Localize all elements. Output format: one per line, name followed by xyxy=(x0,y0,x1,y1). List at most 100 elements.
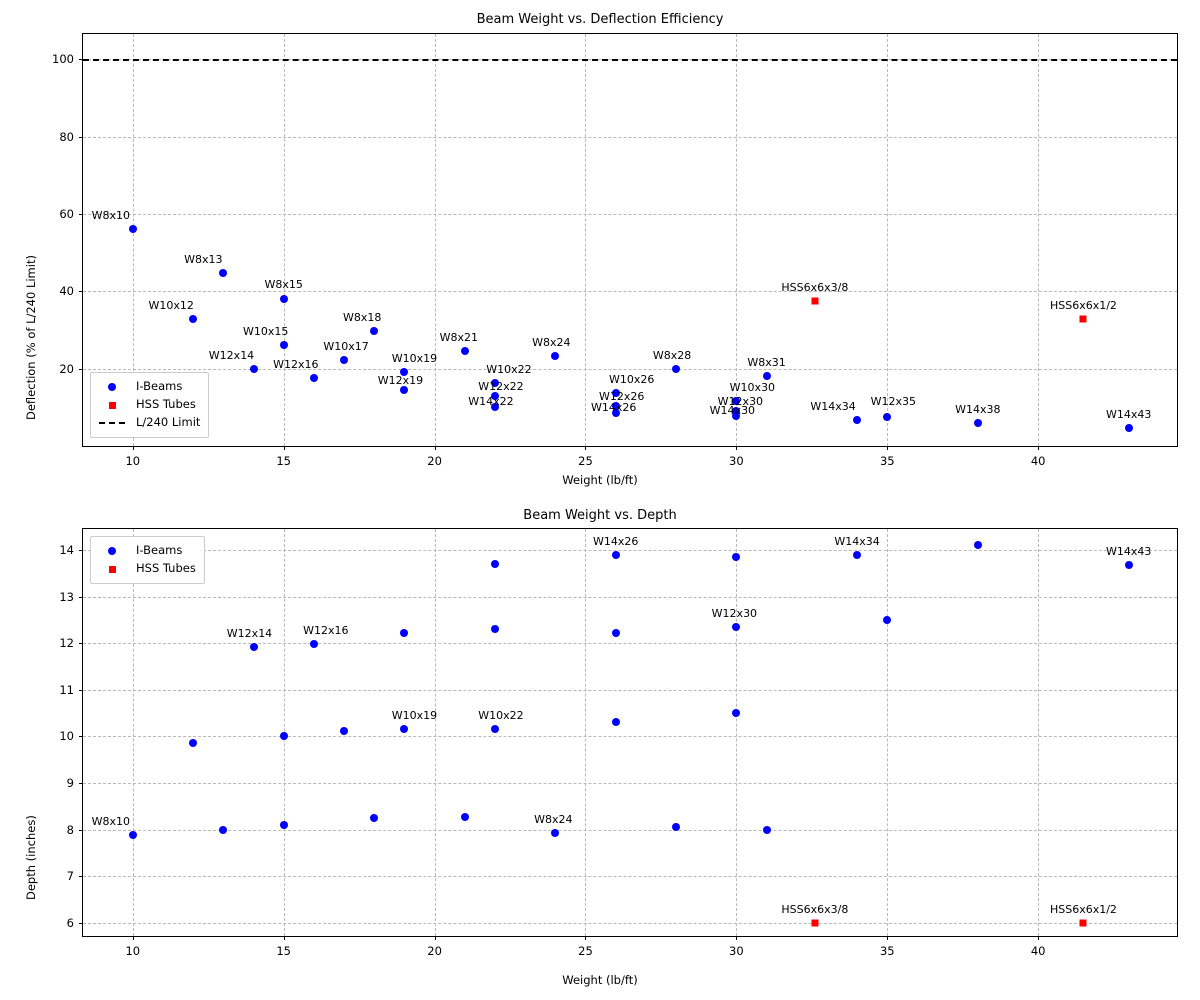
data-point-label: W8x10 xyxy=(91,209,130,223)
data-point[interactable] xyxy=(672,822,681,831)
data-point[interactable] xyxy=(340,727,349,736)
data-point[interactable] xyxy=(490,378,499,387)
data-point[interactable] xyxy=(1079,919,1087,927)
data-point[interactable] xyxy=(853,416,862,425)
data-point[interactable] xyxy=(611,628,620,637)
data-point[interactable] xyxy=(128,225,137,234)
data-point[interactable] xyxy=(672,364,681,373)
legend-item[interactable]: I-Beams xyxy=(97,378,200,396)
y-tick-mark xyxy=(79,643,83,645)
data-point-label: W12x16 xyxy=(273,357,319,371)
y-gridline xyxy=(83,596,1177,598)
data-point-label: W8x18 xyxy=(343,310,382,324)
y-gridline xyxy=(83,643,1177,645)
data-point[interactable] xyxy=(490,402,499,411)
data-point[interactable] xyxy=(732,553,741,562)
data-point[interactable] xyxy=(400,386,409,395)
data-point[interactable] xyxy=(400,629,409,638)
data-point-label: W12x16 xyxy=(303,623,349,637)
data-point-label: W14x43 xyxy=(1106,408,1152,422)
data-point[interactable] xyxy=(279,340,288,349)
data-point[interactable] xyxy=(611,389,620,398)
data-point[interactable] xyxy=(551,828,560,837)
legend-item-label: I-Beams xyxy=(136,543,183,558)
data-point[interactable] xyxy=(249,364,258,373)
data-point[interactable] xyxy=(883,412,892,421)
data-point[interactable] xyxy=(279,294,288,303)
x-tick-mark xyxy=(736,446,738,450)
data-point-label: W14x38 xyxy=(955,402,1001,416)
data-point-label: W14x34 xyxy=(810,400,856,414)
data-point[interactable] xyxy=(309,639,318,648)
y-tick-label: 100 xyxy=(52,52,74,67)
legend-item[interactable]: HSS Tubes xyxy=(97,560,196,578)
data-point[interactable] xyxy=(732,407,741,416)
data-point[interactable] xyxy=(853,550,862,559)
data-point[interactable] xyxy=(732,623,741,632)
data-point[interactable] xyxy=(128,830,137,839)
data-point[interactable] xyxy=(400,368,409,377)
data-point[interactable] xyxy=(732,709,741,718)
y-tick-mark xyxy=(79,829,83,831)
y-tick-mark xyxy=(79,922,83,924)
data-point[interactable] xyxy=(370,326,379,335)
data-point[interactable] xyxy=(219,268,228,277)
data-point[interactable] xyxy=(811,297,819,305)
data-point-label: W14x26 xyxy=(592,535,639,548)
x-tick-mark xyxy=(283,936,285,940)
data-point[interactable] xyxy=(490,392,499,401)
data-point-label: W10x19 xyxy=(391,708,438,722)
y-tick-mark xyxy=(79,549,83,551)
y-tick-mark xyxy=(79,213,83,215)
data-point[interactable] xyxy=(762,825,771,834)
y-tick-label: 10 xyxy=(59,729,74,744)
data-point[interactable] xyxy=(883,615,892,624)
data-point[interactable] xyxy=(189,315,198,324)
data-point[interactable] xyxy=(249,643,258,652)
data-point[interactable] xyxy=(460,346,469,355)
legend-item[interactable]: I-Beams xyxy=(97,542,196,560)
data-point[interactable] xyxy=(340,356,349,365)
data-point[interactable] xyxy=(611,408,620,417)
x-tick-label: 10 xyxy=(125,944,141,958)
dashed-line-icon xyxy=(97,422,127,424)
chart-title-deflection: Beam Weight vs. Deflection Efficiency xyxy=(476,12,724,27)
data-point[interactable] xyxy=(1124,424,1133,433)
x-tick-mark xyxy=(434,936,436,940)
data-point-label: W8x21 xyxy=(439,330,478,344)
data-point[interactable] xyxy=(189,738,198,747)
x-tick-mark xyxy=(585,936,587,940)
data-point[interactable] xyxy=(219,826,228,835)
data-point[interactable] xyxy=(370,813,379,822)
data-point-label: W14x34 xyxy=(834,534,880,548)
data-point[interactable] xyxy=(1124,560,1133,569)
data-point[interactable] xyxy=(400,724,409,733)
data-point[interactable] xyxy=(611,718,620,727)
x-tick-mark xyxy=(1038,446,1040,450)
legend-item[interactable]: HSS Tubes xyxy=(97,396,200,414)
y-gridline xyxy=(83,689,1177,691)
data-point[interactable] xyxy=(811,919,819,927)
y-gridline xyxy=(83,829,1177,831)
data-point[interactable] xyxy=(460,812,469,821)
y-gridline xyxy=(83,136,1177,138)
data-point[interactable] xyxy=(762,371,771,380)
data-point[interactable] xyxy=(309,373,318,382)
x-gridline xyxy=(434,34,436,446)
data-point[interactable] xyxy=(732,411,741,420)
data-point[interactable] xyxy=(490,624,499,633)
data-point[interactable] xyxy=(551,352,560,361)
x-tick-label: 15 xyxy=(276,944,292,958)
data-point[interactable] xyxy=(490,724,499,733)
data-point[interactable] xyxy=(279,820,288,829)
legend-item[interactable]: L/240 Limit xyxy=(97,414,200,432)
data-point[interactable] xyxy=(732,397,741,406)
data-point[interactable] xyxy=(611,551,620,560)
data-point[interactable] xyxy=(490,559,499,568)
data-point-label: W8x13 xyxy=(184,252,223,266)
data-point[interactable] xyxy=(1079,315,1087,323)
data-point[interactable] xyxy=(973,418,982,427)
data-point[interactable] xyxy=(611,401,620,410)
data-point[interactable] xyxy=(279,732,288,741)
data-point[interactable] xyxy=(973,541,982,550)
